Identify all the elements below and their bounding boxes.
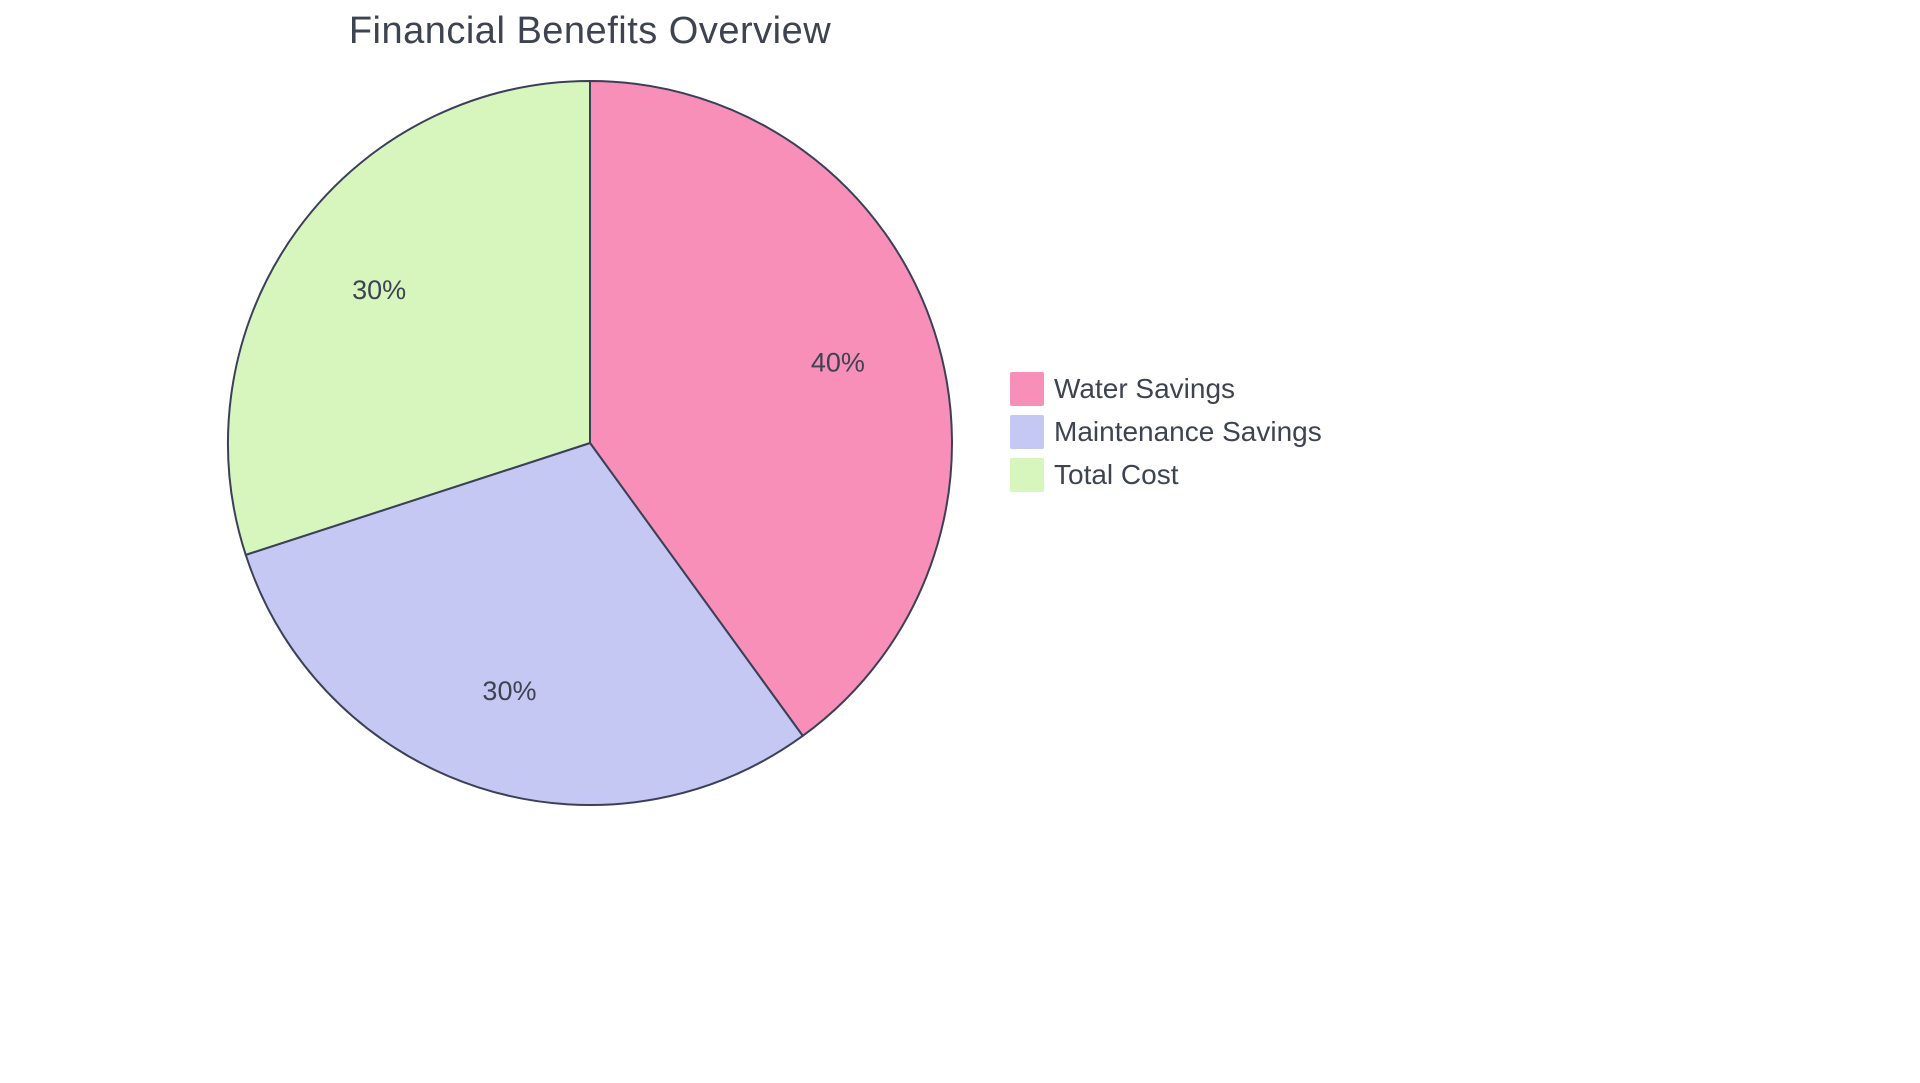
legend-item-maintenance-savings: Maintenance Savings	[1010, 415, 1322, 449]
pie-slice-water-savings	[589, 80, 953, 737]
legend-item-water-savings: Water Savings	[1010, 372, 1322, 406]
pie-value-label-maintenance-savings: 30%	[482, 676, 536, 706]
legend-label-water-savings: Water Savings	[1054, 373, 1236, 404]
legend-label-maintenance-savings: Maintenance Savings	[1054, 416, 1322, 447]
legend-label-total-cost: Total Cost	[1054, 459, 1179, 490]
legend-swatch-water-savings	[1010, 372, 1044, 406]
legend-swatch-maintenance-savings	[1010, 415, 1044, 449]
legend-item-total-cost: Total Cost	[1010, 458, 1322, 492]
pie-value-label-total-cost: 30%	[352, 275, 406, 305]
pie-slice-maintenance-savings	[244, 442, 804, 806]
pie-value-label-water-savings: 40%	[811, 347, 865, 377]
legend: Water Savings Maintenance Savings Total …	[1010, 372, 1322, 492]
chart-title: Financial Benefits Overview	[348, 10, 832, 52]
legend-swatch-total-cost	[1010, 458, 1044, 492]
pie-slice-total-cost	[227, 80, 591, 556]
